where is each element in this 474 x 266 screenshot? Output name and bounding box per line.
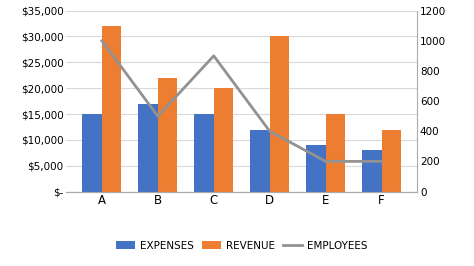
Legend: EXPENSES, REVENUE, EMPLOYEES: EXPENSES, REVENUE, EMPLOYEES: [111, 236, 372, 255]
Bar: [102, 26, 121, 192]
Bar: [194, 114, 214, 192]
EMPLOYEES: [267, 130, 273, 133]
EMPLOYEES: [323, 160, 328, 163]
Bar: [138, 104, 158, 192]
Bar: [306, 145, 326, 192]
Bar: [362, 150, 382, 192]
Bar: [326, 114, 345, 192]
Line: EMPLOYEES: EMPLOYEES: [102, 41, 382, 161]
EMPLOYEES: [155, 115, 161, 118]
EMPLOYEES: [99, 39, 105, 42]
Bar: [270, 36, 289, 192]
EMPLOYEES: [211, 54, 217, 57]
Bar: [82, 114, 102, 192]
Bar: [382, 130, 401, 192]
Bar: [250, 130, 270, 192]
EMPLOYEES: [379, 160, 384, 163]
Bar: [158, 78, 177, 192]
Bar: [214, 88, 233, 192]
